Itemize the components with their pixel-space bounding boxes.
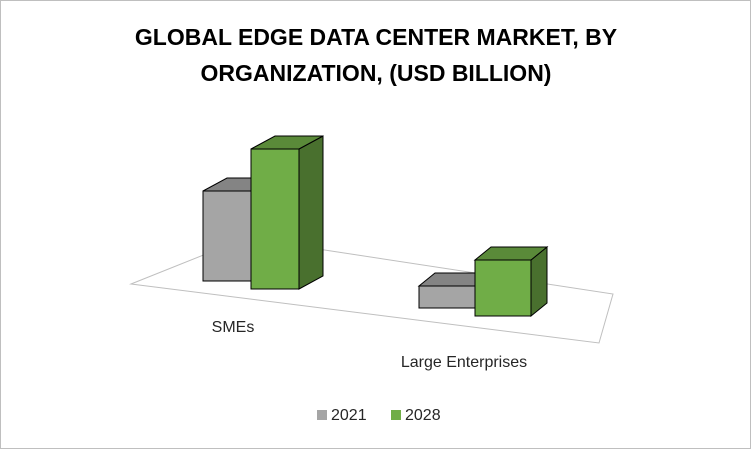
bar: [250, 135, 324, 290]
legend-swatch: [317, 410, 327, 420]
x-tick-label: Large Enterprises: [401, 354, 527, 371]
chart-title: GLOBAL EDGE DATA CENTER MARKET, BY ORGAN…: [134, 24, 618, 86]
x-tick-label: SMEs: [212, 319, 255, 336]
legend-swatch: [391, 410, 401, 420]
legend-label: 2028: [405, 407, 441, 424]
legend-label: 2021: [331, 407, 367, 424]
bar-side: [298, 135, 324, 290]
bar-front: [418, 285, 476, 309]
bar-front: [474, 259, 532, 317]
bar-front: [250, 148, 300, 290]
bar-top: [473, 246, 549, 261]
bar-top: [250, 135, 324, 150]
bar-front: [202, 190, 252, 282]
bar: [473, 245, 549, 318]
